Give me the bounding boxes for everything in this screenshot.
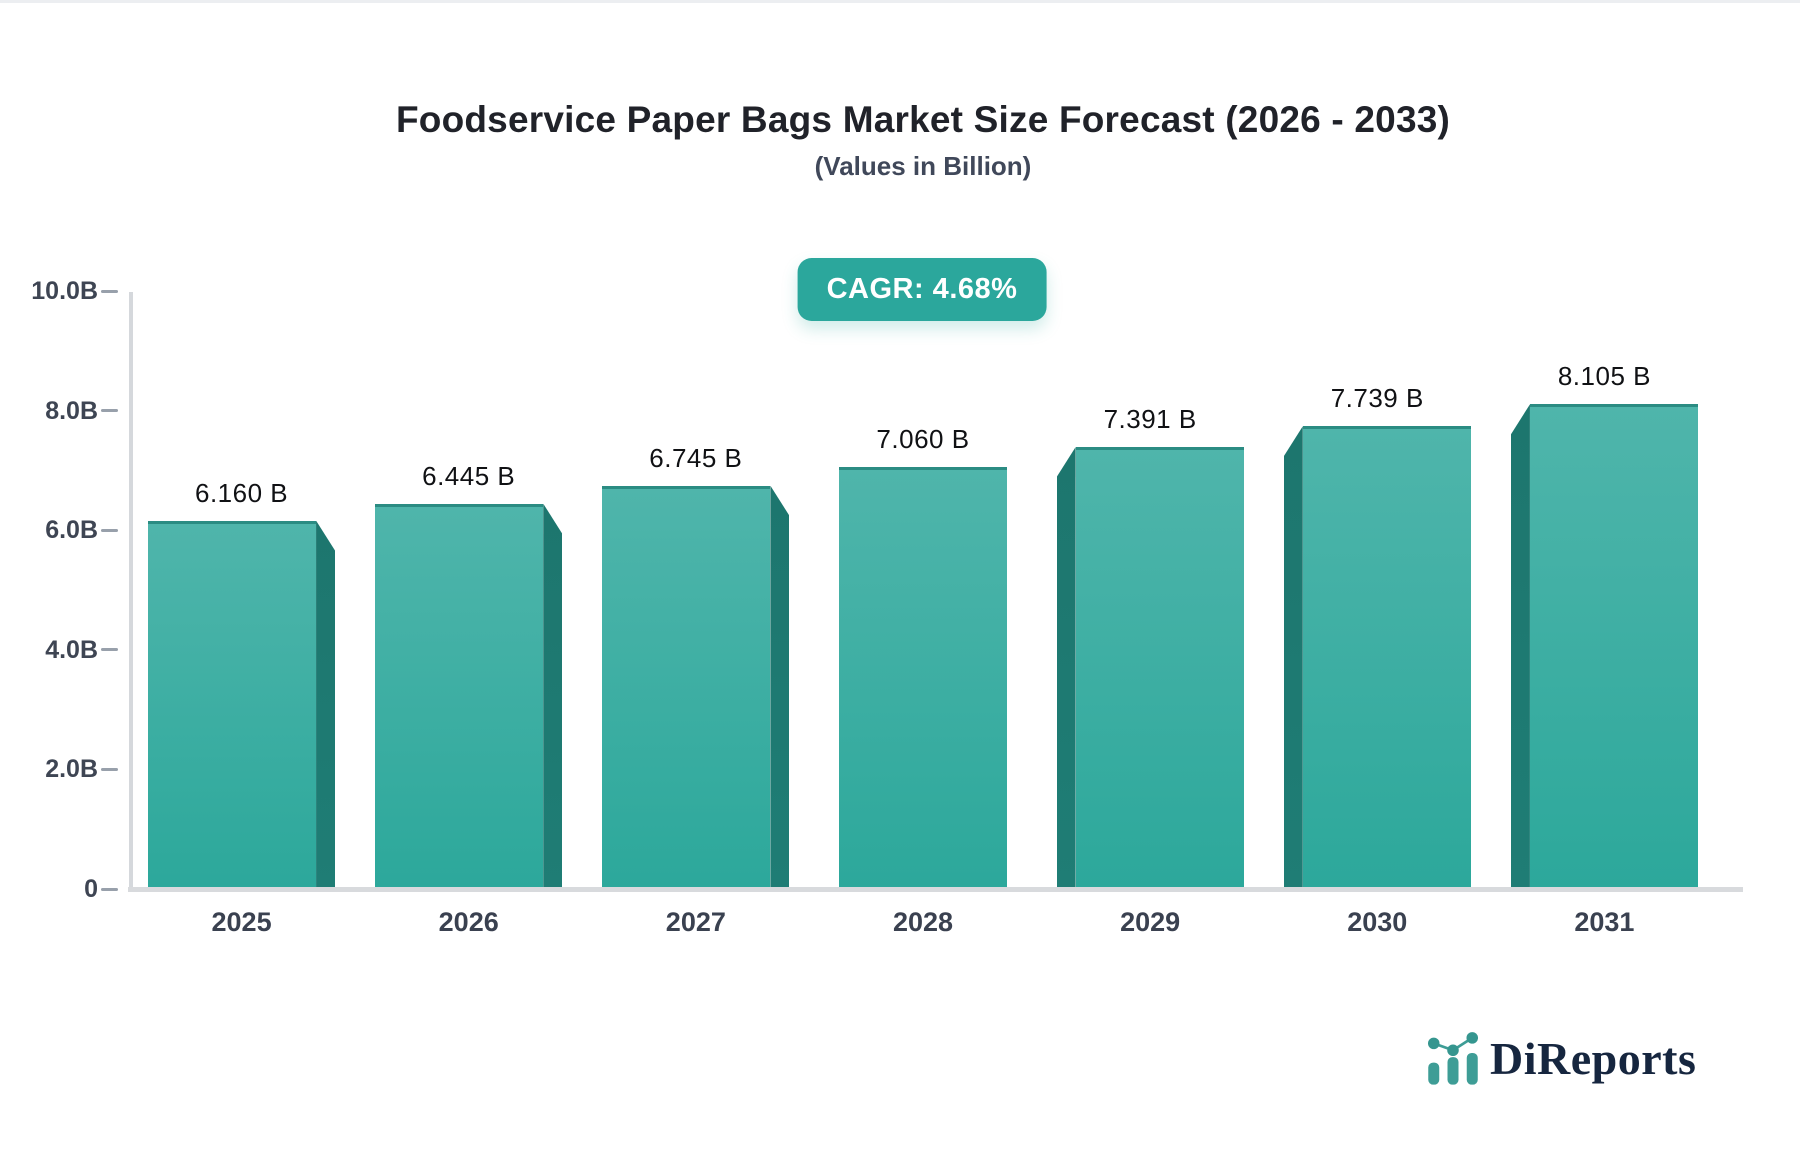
y-tick-label: 4.0B [45,635,98,664]
y-tick-label: 8.0B [45,396,98,425]
bar-side-2031 [1510,404,1530,889]
bar-2027 [602,485,771,889]
x-tick-label: 2026 [438,907,499,937]
bar-value-label: 6.445 B [422,460,516,491]
y-tick-dash [101,289,118,293]
bar-2028 [839,466,1007,889]
y-tick-dash [101,528,118,532]
x-tick-label: 2025 [211,907,272,937]
bar-2030 [1302,426,1471,889]
bar-side-2027 [770,485,790,889]
y-tick-dash [101,648,118,652]
bar-chart-plot: 0 2.0B 4.0B 6.0B 8.0B 10.0B 6.160 B 2025 6.445 B… [0,3,1800,1156]
x-tick-label: 2027 [665,907,726,937]
x-tick-label: 2029 [1120,907,1181,937]
y-tick-label: 6.0B [45,516,98,545]
bar-side-2026 [543,503,563,889]
y-tick-dash [101,887,118,891]
bar-value-label: 7.060 B [876,423,970,454]
bar-value-label: 6.160 B [194,477,289,508]
y-tick-dash [101,767,118,771]
y-axis-line [129,292,133,890]
bar-2029 [1075,447,1244,889]
y-tick-label: 0 [84,875,98,903]
bar-chart-logo-icon [1428,1032,1478,1085]
brand-logo: DiReports [1428,1031,1696,1086]
bar-value-label: 8.105 B [1557,361,1651,392]
x-tick-label: 2030 [1347,907,1408,937]
bar-2025 [148,520,317,889]
y-tick-dash [101,409,118,413]
y-tick-label: 10.0B [31,277,98,305]
bar-side-2029 [1056,447,1076,889]
x-axis-baseline [128,887,1743,892]
x-tick-label: 2028 [892,907,954,937]
bar-value-label: 6.745 B [649,442,743,473]
bar-value-label: 7.739 B [1330,383,1424,414]
chart-subtitle: (Values in Billion) [814,151,1032,181]
cagr-badge: CAGR: 4.68% [797,258,1047,321]
chart-title: Foodservice Paper Bags Market Size Forec… [395,99,1451,140]
bar-side-2025 [316,520,336,889]
x-tick-label: 2031 [1574,907,1635,937]
y-tick-label: 2.0B [45,755,98,784]
bar-value-label: 7.391 B [1103,404,1197,435]
brand-name: DiReports [1490,1032,1697,1084]
bar-2026 [375,503,544,889]
bar-side-2030 [1283,426,1303,889]
bar-2031 [1529,404,1698,889]
